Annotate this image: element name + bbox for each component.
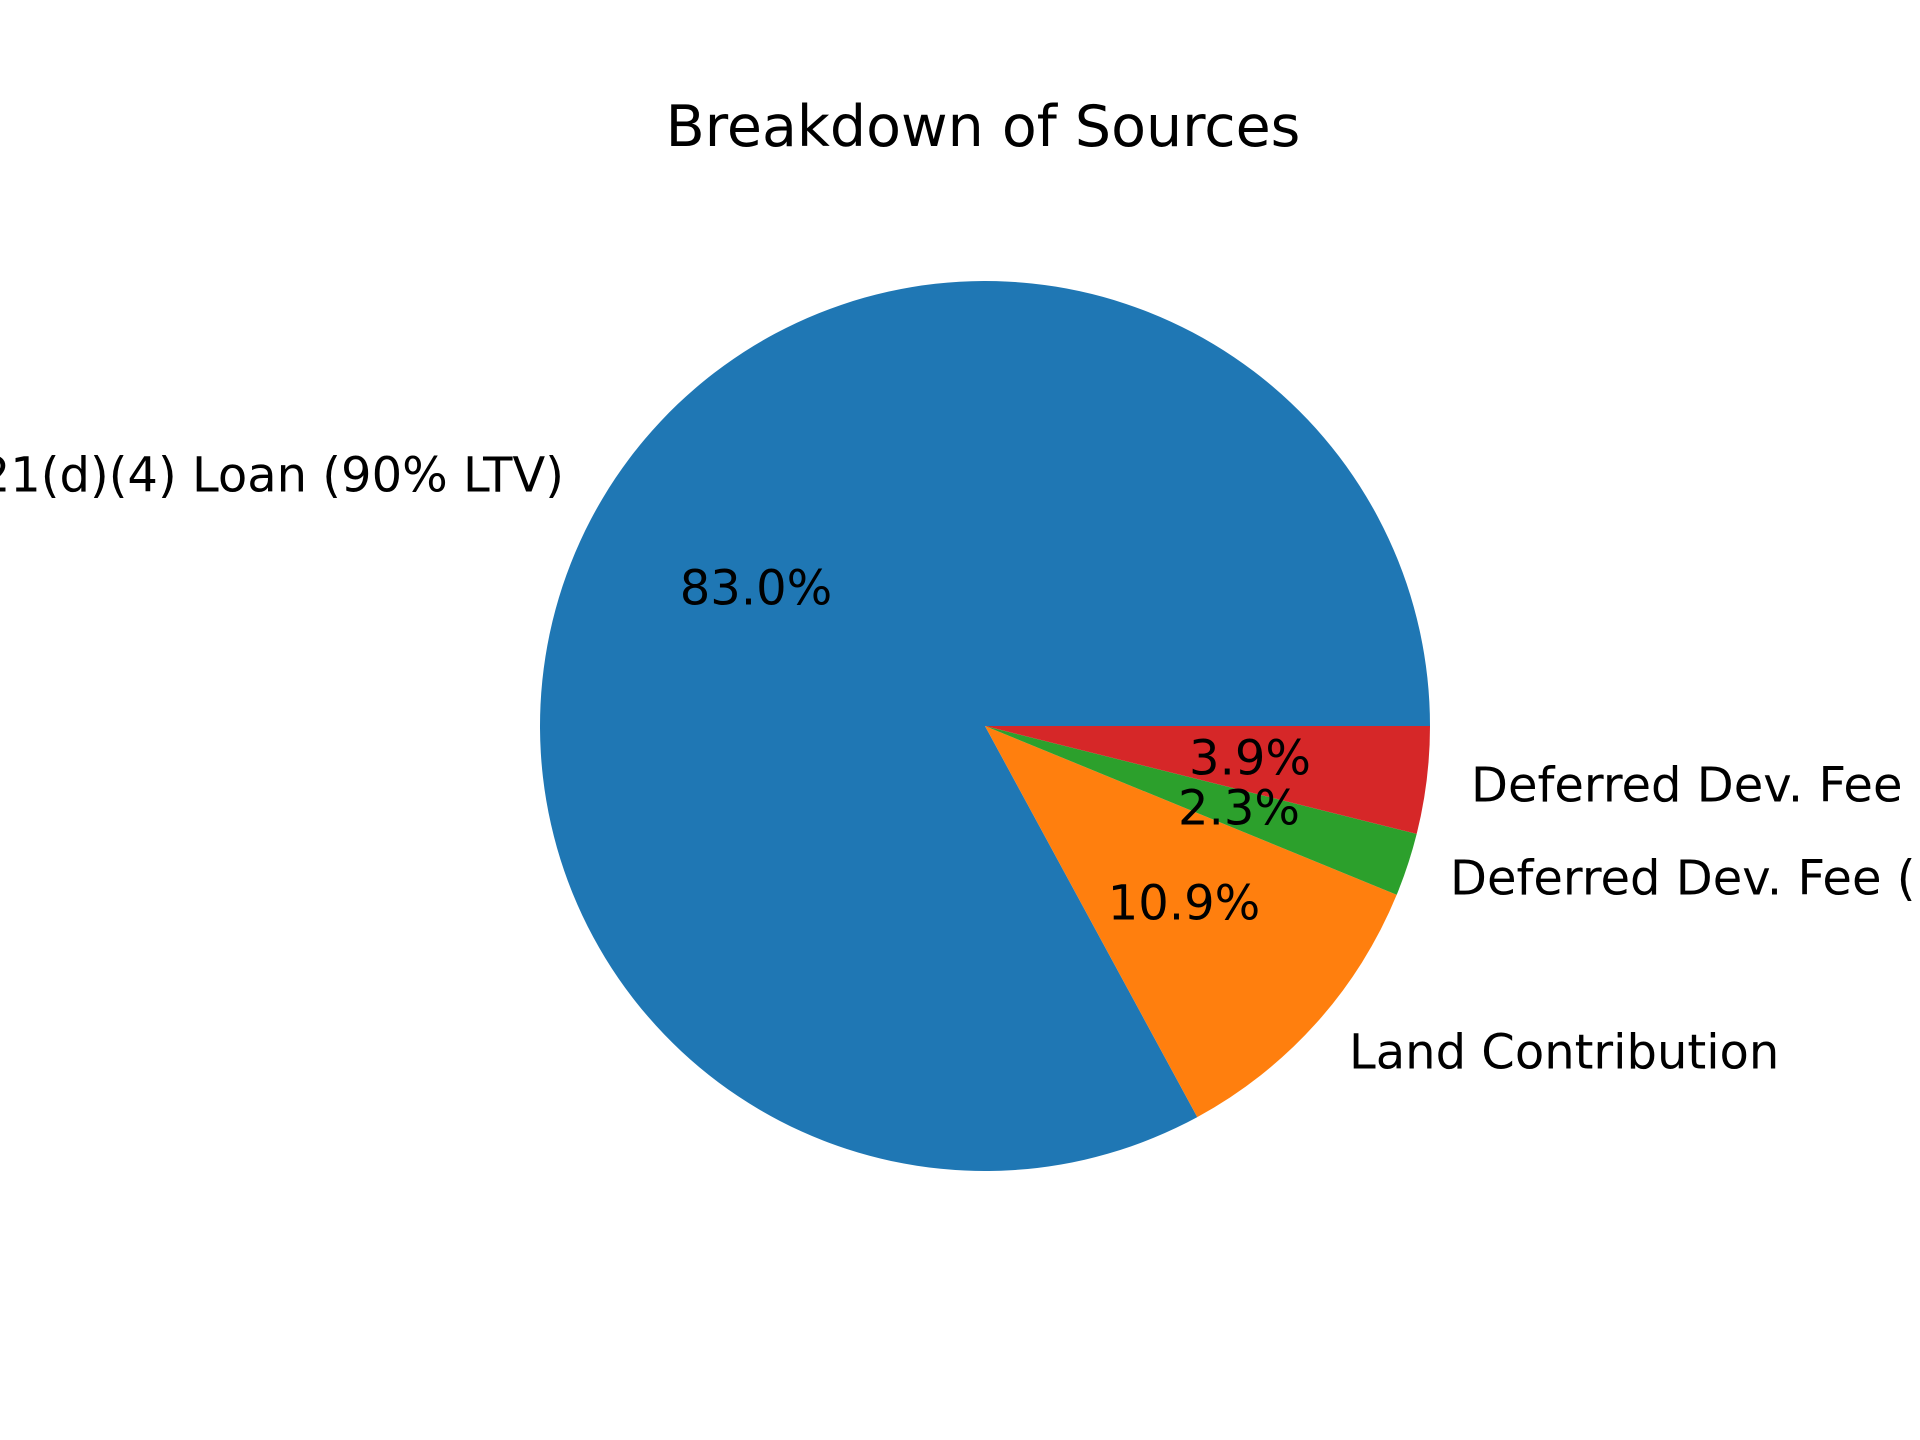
pie-pct-label-2: 2.3% [1178, 780, 1300, 837]
pie-slice-0 [540, 281, 1430, 1172]
pie-category-label-0: D 221(d)(4) Loan (90% LTV) [0, 447, 564, 504]
pie-slice-1 [985, 726, 1397, 1118]
pie-pct-label-0: 83.0% [679, 560, 833, 617]
pie-category-label-1: Land Contribution [1349, 1024, 1780, 1081]
pie-pct-label-1: 10.9% [1107, 875, 1261, 932]
pie-slice-3 [985, 726, 1430, 834]
pie-category-label-2: Deferred Dev. Fee (MH [1450, 850, 1920, 907]
pie-slice-2 [985, 726, 1417, 895]
chart-title: Breakdown of Sources [665, 94, 1301, 160]
pie-pct-label-3: 3.9% [1189, 730, 1311, 787]
pie-category-label-3: Deferred Dev. Fee (No [1471, 757, 1920, 814]
